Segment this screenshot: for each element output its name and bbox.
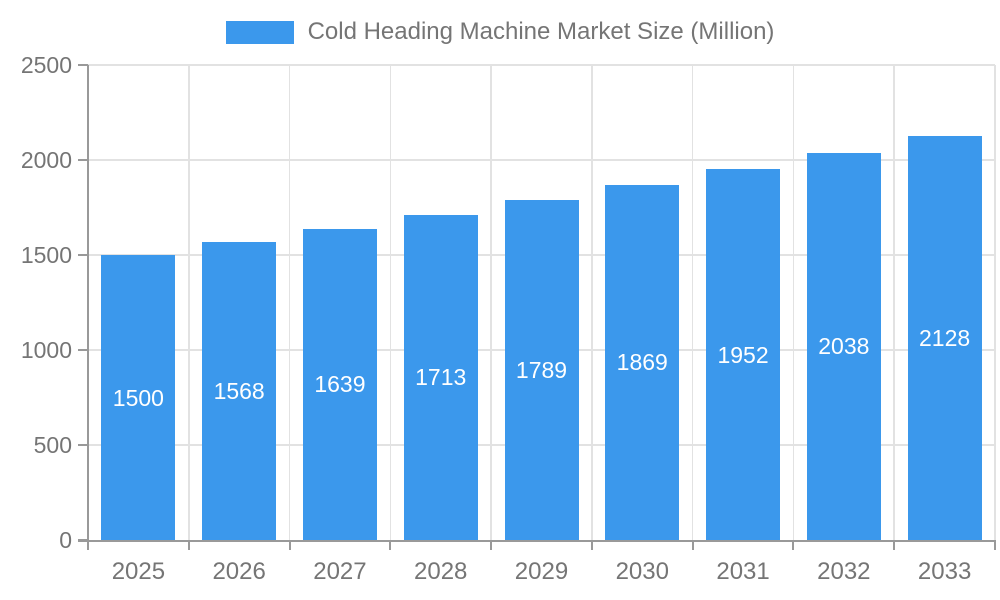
y-tick-label: 0 [59, 527, 72, 553]
legend[interactable]: Cold Heading Machine Market Size (Millio… [0, 14, 1000, 50]
x-tick-mark [87, 540, 89, 550]
x-tick-mark [792, 540, 795, 550]
x-axis-label: 2031 [716, 558, 770, 585]
y-tick-mark [78, 444, 88, 446]
x-tick-mark [893, 540, 896, 550]
x-axis-label: 2032 [817, 558, 871, 585]
legend-label: Cold Heading Machine Market Size (Millio… [307, 18, 775, 45]
x-axis-line [78, 540, 996, 542]
x-gridline [994, 65, 996, 540]
y-tick-mark [78, 349, 88, 351]
bar[interactable] [202, 242, 277, 540]
x-axis-label: 2029 [514, 558, 569, 585]
y-axis-line [87, 65, 89, 542]
bar[interactable] [101, 255, 176, 540]
x-axis-label: 2028 [414, 558, 468, 585]
x-axis-label: 2027 [313, 558, 367, 585]
legend-swatch-icon [225, 20, 294, 44]
y-tick-label: 1000 [20, 337, 72, 363]
bar[interactable] [504, 200, 579, 540]
x-axis-label: 2033 [917, 558, 972, 585]
bar[interactable] [907, 135, 982, 540]
x-gridline [389, 65, 392, 540]
x-axis-label: 2026 [212, 558, 266, 585]
x-axis-label: 2025 [111, 558, 166, 585]
y-tick-label: 2500 [20, 52, 72, 78]
x-gridline [893, 65, 895, 540]
x-tick-mark [389, 540, 392, 550]
x-tick-mark [288, 540, 291, 550]
bar[interactable] [806, 152, 881, 540]
x-tick-mark [994, 540, 996, 550]
x-tick-mark [490, 540, 493, 550]
bar[interactable] [605, 184, 680, 540]
x-tick-mark [187, 540, 190, 550]
y-tick-mark [78, 159, 88, 161]
y-tick-label: 500 [33, 432, 72, 458]
y-gridline [88, 64, 995, 66]
x-gridline [288, 65, 291, 540]
x-tick-mark [691, 540, 694, 550]
y-tick-mark [78, 64, 88, 66]
x-gridline [591, 65, 593, 540]
bar[interactable] [403, 214, 478, 540]
y-tick-mark [78, 254, 88, 256]
bar[interactable] [706, 169, 781, 540]
x-gridline [188, 65, 190, 540]
y-tick-label: 1500 [20, 242, 72, 268]
y-gridline [88, 159, 995, 161]
x-gridline [490, 65, 492, 540]
bar[interactable] [302, 228, 377, 540]
x-gridline [691, 65, 694, 540]
x-axis-label: 2030 [615, 558, 669, 585]
y-tick-label: 2000 [20, 147, 72, 173]
x-tick-mark [590, 540, 593, 550]
x-gridline [792, 65, 795, 540]
